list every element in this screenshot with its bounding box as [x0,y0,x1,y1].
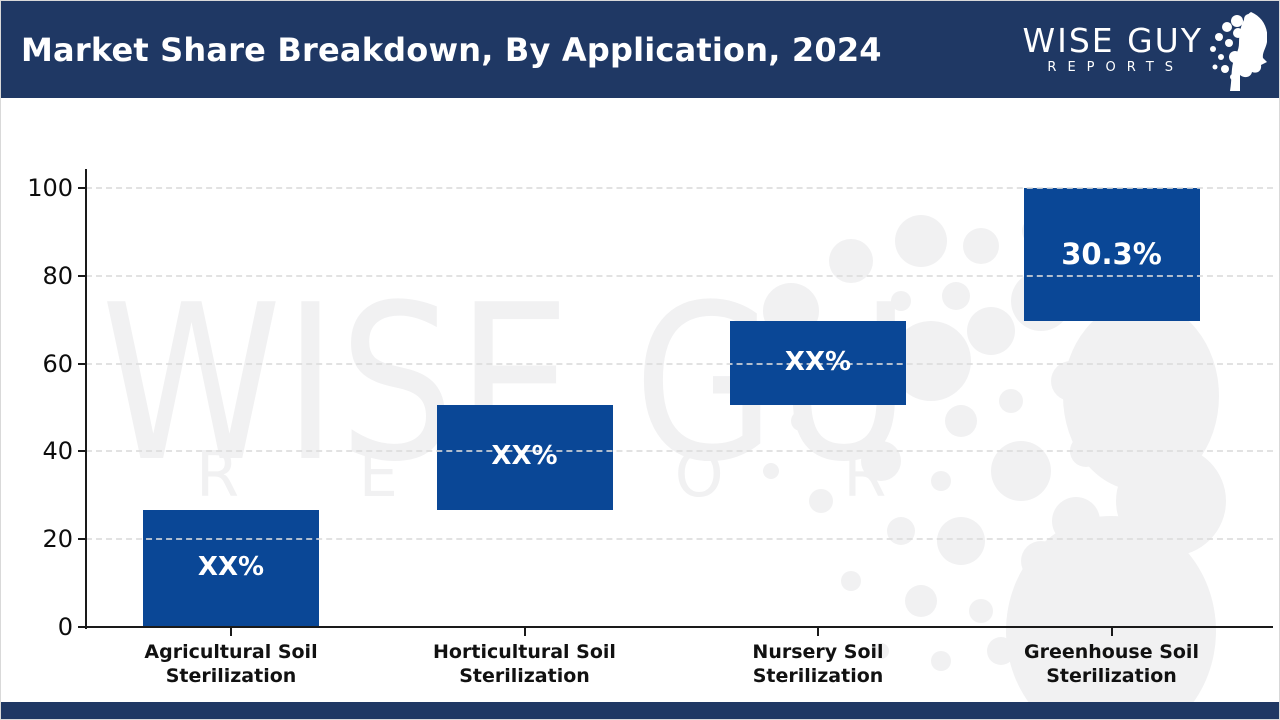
y-tick-mark [78,450,86,453]
brand-name: WISE GUY [1022,21,1203,60]
gridline [86,538,1273,541]
y-tick-mark [78,538,86,541]
y-tick-label: 80 [42,261,73,290]
category-label: Nursery Soil Sterilization [752,641,884,687]
gridline [86,187,1273,189]
x-tick-mark [523,628,526,636]
gridline [86,450,1273,453]
category-label: Agricultural Soil Sterilization [144,641,318,687]
bar-value-label: XX% [491,441,558,472]
y-tick-label: 40 [42,437,73,466]
category-label: Horticultural Soil Sterilization [433,641,616,687]
bar-value-label: XX% [784,346,852,377]
x-tick-mark [817,628,819,636]
x-axis-line [85,626,1273,628]
y-tick-label: 0 [57,613,73,641]
y-tick-mark [78,362,86,365]
x-tick-mark [1110,628,1113,636]
bar-value-label: 30.3% [1061,236,1162,271]
y-tick-label: 20 [42,525,73,554]
bar-4 [1023,188,1200,322]
header-bar: Market Share Breakdown, By Application, … [1,1,1279,98]
chart-area: WISE GU R E P O R T S 0 20 40 60 80 100 XX% XX… [1,98,1279,719]
y-tick-mark [78,274,86,277]
gridline [86,362,1273,365]
brand-subtitle: REPORTS [1047,60,1185,75]
page-title: Market Share Breakdown, By Application, … [21,30,882,69]
brand-logo: WISE GUY REPORTS [1022,9,1279,91]
category-label: Greenhouse Soil Sterilization [1024,641,1199,687]
dotted-head-icon [1210,11,1267,91]
y-tick-label: 60 [42,349,73,378]
y-tick-mark [78,187,86,189]
y-axis-line [85,169,87,629]
bar-value-label: XX% [197,552,265,583]
bar-2 [436,404,613,510]
x-tick-mark [230,628,232,636]
gridline [86,274,1273,277]
footer-bar [1,702,1279,719]
brand-logo-text: WISE GUY REPORTS [1022,24,1203,75]
y-tick-label: 100 [27,174,73,202]
y-tick-mark [78,626,86,628]
bar-1 [143,509,319,627]
